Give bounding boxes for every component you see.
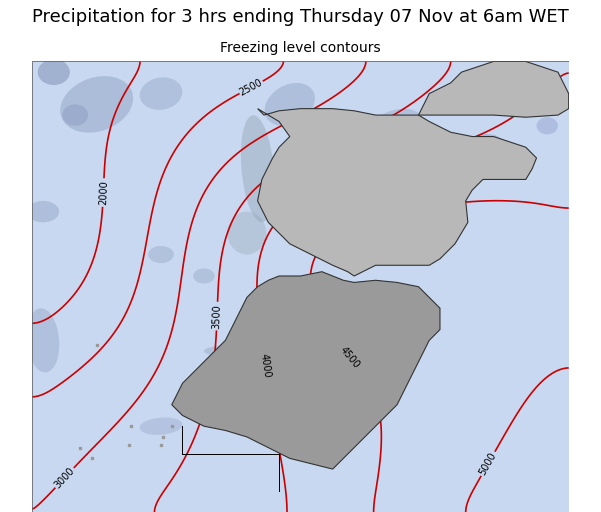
Ellipse shape <box>264 83 315 126</box>
Polygon shape <box>172 272 440 469</box>
Ellipse shape <box>60 76 133 133</box>
Text: 3500: 3500 <box>212 304 222 329</box>
Text: 5000: 5000 <box>478 451 498 477</box>
Ellipse shape <box>241 115 274 222</box>
Ellipse shape <box>228 211 266 254</box>
Text: 2000: 2000 <box>98 180 109 205</box>
Ellipse shape <box>148 246 174 263</box>
Text: 3000: 3000 <box>53 465 76 490</box>
Ellipse shape <box>27 201 59 222</box>
Ellipse shape <box>371 109 423 143</box>
Ellipse shape <box>204 346 247 356</box>
Text: 2500: 2500 <box>238 77 264 98</box>
Ellipse shape <box>513 72 538 94</box>
Ellipse shape <box>462 134 504 160</box>
Ellipse shape <box>38 59 70 85</box>
Ellipse shape <box>537 117 558 134</box>
Ellipse shape <box>343 227 365 240</box>
Ellipse shape <box>139 417 183 435</box>
Ellipse shape <box>194 268 215 284</box>
Text: Precipitation for 3 hrs ending Thursday 07 Nov at 6am WET: Precipitation for 3 hrs ending Thursday … <box>32 8 569 26</box>
Text: 4000: 4000 <box>259 353 272 379</box>
Ellipse shape <box>488 94 520 115</box>
Text: Freezing level contours: Freezing level contours <box>220 41 381 55</box>
Polygon shape <box>258 109 537 276</box>
Text: 4500: 4500 <box>338 345 362 370</box>
Ellipse shape <box>27 308 59 372</box>
Polygon shape <box>418 61 569 117</box>
Ellipse shape <box>139 77 182 110</box>
Ellipse shape <box>63 104 88 126</box>
